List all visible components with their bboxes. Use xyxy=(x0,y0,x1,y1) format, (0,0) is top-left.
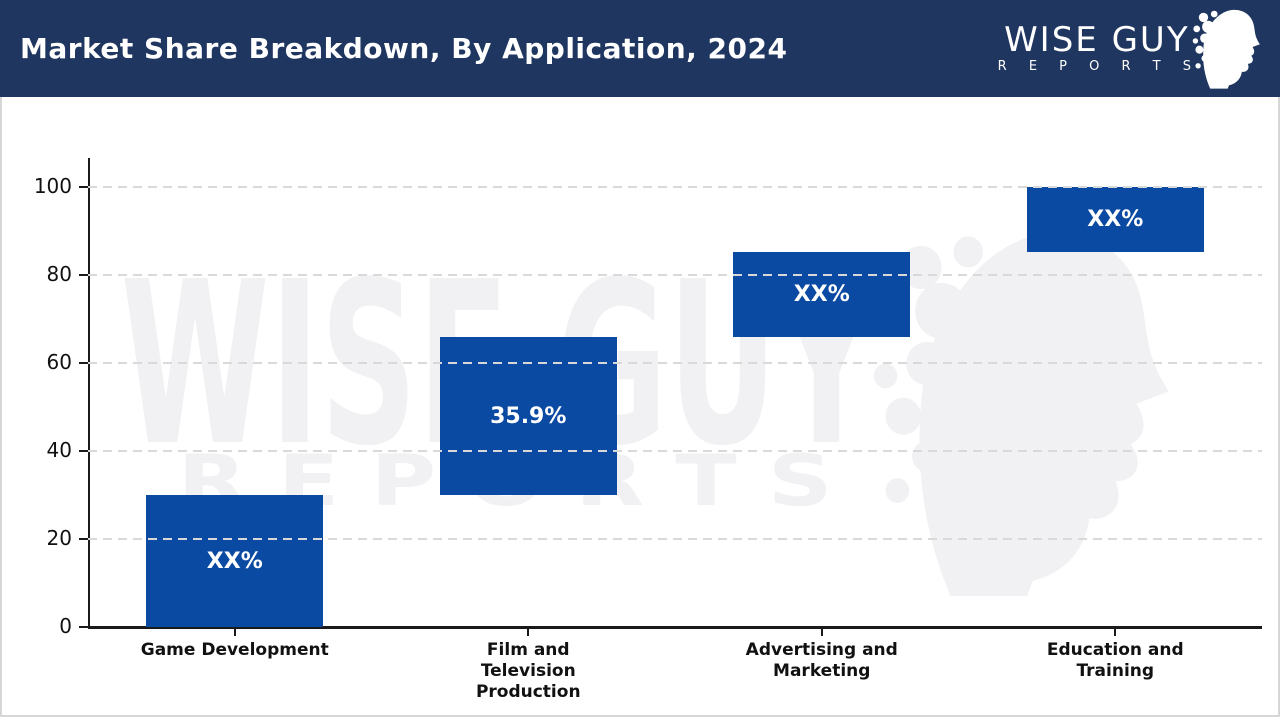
logo-wordmark: WISE GUY xyxy=(1004,19,1190,60)
y-tick-40 xyxy=(79,450,88,452)
x-category-label-line: Television xyxy=(480,661,576,681)
y-tick-label-60: 60 xyxy=(46,350,72,374)
x-category-label-line: Training xyxy=(1076,661,1155,681)
y-tick-80 xyxy=(79,274,88,276)
x-category-label-line: Film and xyxy=(486,640,570,660)
y-tick-label-20: 20 xyxy=(46,526,72,550)
x-category-label-line: Production xyxy=(475,682,581,702)
page-title: Market Share Breakdown, By Application, … xyxy=(20,32,788,65)
logo-subtitle: R E P O R T S xyxy=(997,58,1200,74)
gridline-80 xyxy=(88,274,1262,276)
x-tick-advertising-and-marketing xyxy=(820,627,823,636)
x-category-label-film-and-television-production: Film and Television Production xyxy=(408,640,648,703)
x-category-label-advertising-and-marketing: Advertising and Marketing xyxy=(702,640,942,682)
gridline-60 xyxy=(88,362,1262,364)
y-tick-label-0: 0 xyxy=(59,614,72,638)
bar-advertising-and-marketing: XX% xyxy=(733,252,911,338)
header-bar: Market Share Breakdown, By Application, … xyxy=(0,0,1280,97)
wiseguy-face-icon xyxy=(1192,9,1260,89)
y-tick-20 xyxy=(79,538,88,540)
bar-value-label: 35.9% xyxy=(490,403,567,429)
y-tick-label-40: 40 xyxy=(46,438,72,462)
bar-game-development: XX% xyxy=(146,495,324,627)
y-tick-label-80: 80 xyxy=(46,262,72,286)
x-category-label-line: Marketing xyxy=(773,661,871,681)
y-tick-0 xyxy=(79,626,88,628)
x-category-label-line: Game Development xyxy=(140,640,329,660)
bar-film-and-television-production: 35.9% xyxy=(439,337,617,495)
x-tick-game-development xyxy=(233,627,236,636)
y-axis-spine xyxy=(88,158,90,628)
bar-value-label: XX% xyxy=(1087,207,1144,233)
x-category-label-line: Advertising and xyxy=(745,640,898,660)
y-tick-100 xyxy=(79,186,88,188)
bar-education-and-training: XX% xyxy=(1026,187,1204,253)
x-tick-education-and-training xyxy=(1114,627,1117,636)
gridline-100 xyxy=(88,186,1262,188)
bar-value-label: XX% xyxy=(793,282,850,308)
x-category-label-line: Education and xyxy=(1046,640,1184,660)
y-tick-label-100: 100 xyxy=(33,174,72,198)
x-axis-spine xyxy=(88,626,1262,629)
x-category-label-education-and-training: Education and Training xyxy=(995,640,1235,682)
y-tick-60 xyxy=(79,362,88,364)
wiseguy-logo: WISE GUY R E P O R T S xyxy=(994,8,1270,90)
bar-value-label: XX% xyxy=(206,548,263,574)
x-category-label-game-development: Game Development xyxy=(115,640,355,661)
wiseguy-logo-text: WISE GUY R E P O R T S xyxy=(994,23,1200,75)
gridline-20 xyxy=(88,538,1262,540)
gridline-40 xyxy=(88,450,1262,452)
x-tick-film-and-television-production xyxy=(527,627,530,636)
